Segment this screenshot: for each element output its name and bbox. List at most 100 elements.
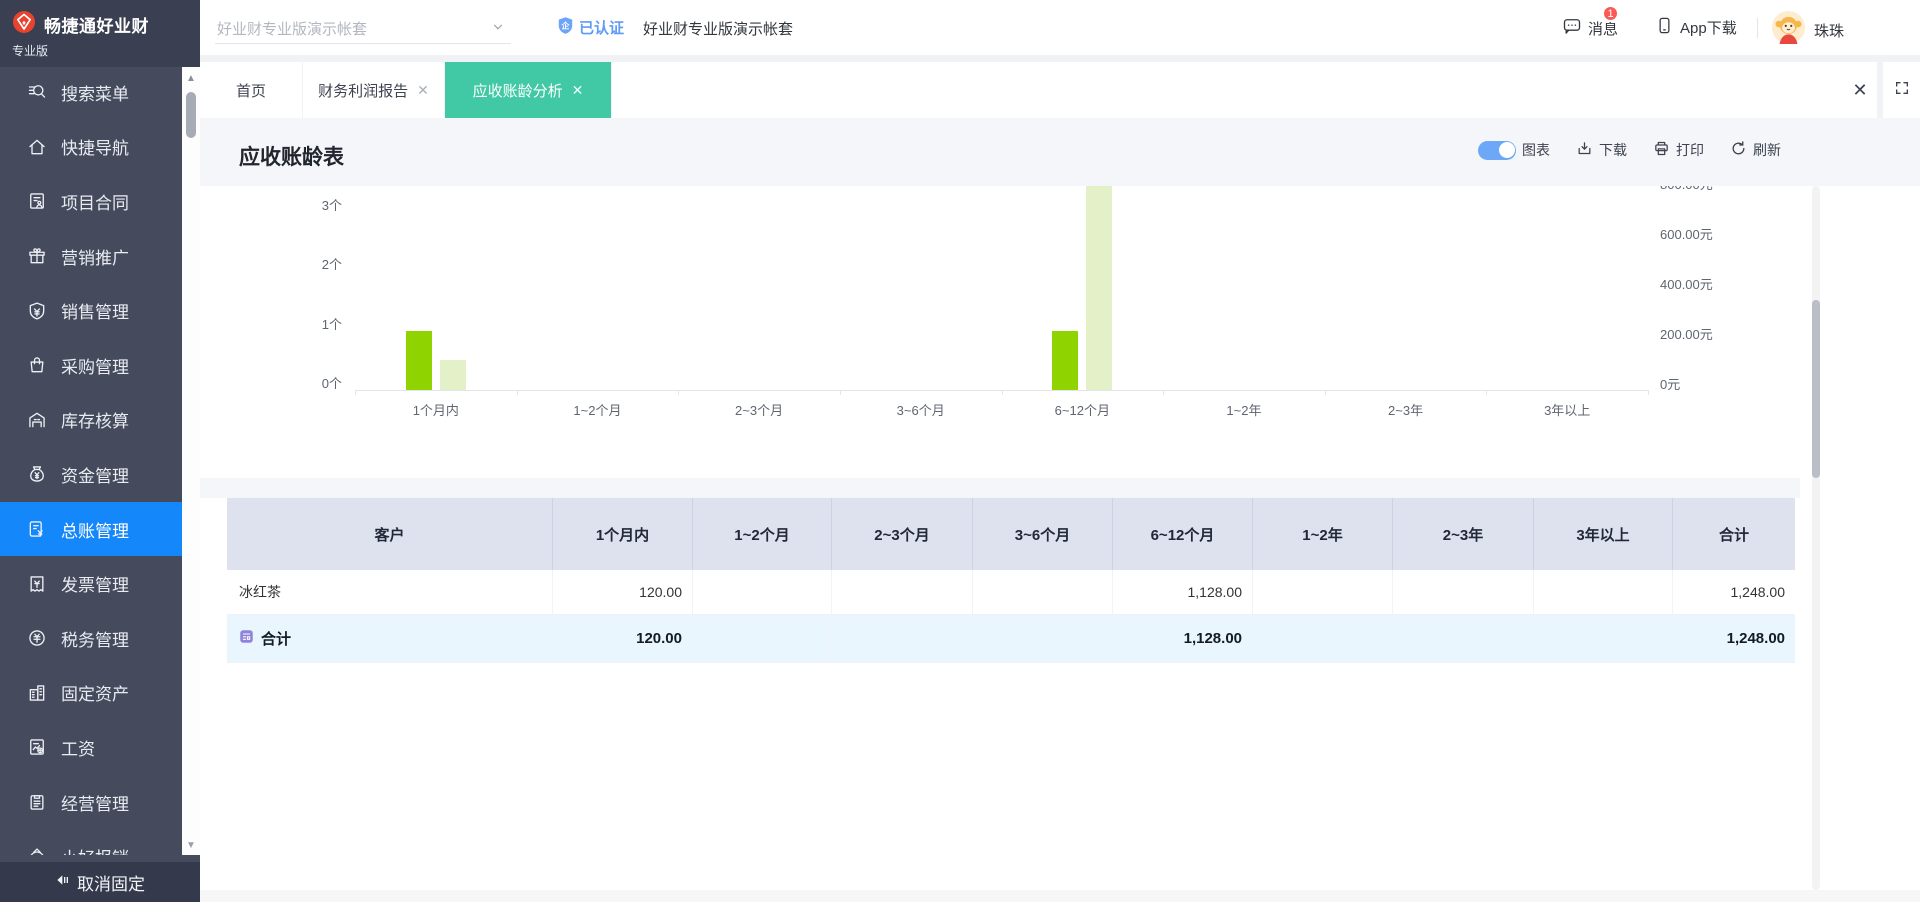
right-axis-tick-label: 0元 xyxy=(1660,377,1681,392)
phone-icon xyxy=(1655,16,1674,39)
shield-certified-icon: 企 xyxy=(556,16,575,39)
column-header-1~2个月[interactable]: 1~2个月 xyxy=(693,498,832,570)
fullscreen-icon xyxy=(1894,80,1910,101)
column-header-1~2年[interactable]: 1~2年 xyxy=(1253,498,1393,570)
sidebar-item-quick-nav[interactable]: 快捷导航 xyxy=(0,120,182,175)
amount-bar-6~12个月[interactable] xyxy=(1086,186,1113,390)
content-scrollbar-track[interactable] xyxy=(1812,186,1820,890)
sidebar-item-label: 项目合同 xyxy=(61,193,129,213)
tab-close-icon[interactable]: ✕ xyxy=(417,81,429,98)
chart-toggle-switch[interactable] xyxy=(1478,140,1516,160)
sidebar-item-tax[interactable]: 税务管理 xyxy=(0,611,182,666)
left-axis-tick-label: 0个 xyxy=(321,376,342,391)
svg-text:企: 企 xyxy=(561,21,570,31)
column-header-合计[interactable]: 合计 xyxy=(1673,498,1795,570)
sidebar-item-funds[interactable]: 资金管理 xyxy=(0,447,182,502)
sidebar-item-general-ledger[interactable]: 总账管理 xyxy=(0,501,182,557)
chart-toggle[interactable]: 图表 xyxy=(1478,140,1550,160)
x-axis-category-label: 1个月内 xyxy=(412,403,459,418)
customer-cell[interactable]: 冰红茶 xyxy=(227,570,553,615)
sidebar-item-label: 发票管理 xyxy=(61,576,129,596)
sidebar: 畅捷通好业财 专业版 ▲ 搜索菜单快捷导航项目合同营销推广销售管理采购管理 库存核… xyxy=(0,0,200,902)
column-header-2~3个月[interactable]: 2~3个月 xyxy=(832,498,973,570)
sidebar-item-label: 搜索菜单 xyxy=(61,84,129,104)
account-set-selector-value: 好业财专业版演示帐套 xyxy=(217,21,368,38)
total-value-cell: 1,128.00 xyxy=(1113,615,1253,663)
unpin-icon xyxy=(55,872,71,893)
sidebar-scrollbar-thumb[interactable] xyxy=(186,92,196,138)
total-value-cell xyxy=(1393,615,1534,663)
scroll-up-icon[interactable]: ▲ xyxy=(186,73,196,84)
tab-财务利润报告[interactable]: 财务利润报告 ✕ xyxy=(303,62,445,118)
app-download-button[interactable]: App下载 xyxy=(1655,16,1737,39)
sidebar-item-marketing[interactable]: 营销推广 xyxy=(0,229,182,284)
x-axis-tick xyxy=(1324,390,1326,395)
sales-shield-icon xyxy=(27,301,47,321)
tab-应收账龄分析[interactable]: 应收账龄分析 ✕ xyxy=(445,62,612,118)
page-title: 应收账龄表 xyxy=(239,146,344,169)
unpin-sidebar-button[interactable]: 取消固定 xyxy=(0,862,200,902)
account-set-selector[interactable]: 好业财专业版演示帐套 xyxy=(215,14,511,44)
right-axis-tick-label: 600.00元 xyxy=(1660,227,1713,242)
total-value-cell xyxy=(973,615,1113,663)
total-value-cell: 1,248.00 xyxy=(1673,615,1795,663)
print-button[interactable]: 打印 xyxy=(1653,140,1704,160)
tab-首页[interactable]: 首页 xyxy=(200,62,303,118)
x-axis-tick xyxy=(1001,390,1003,395)
x-axis-tick xyxy=(1648,390,1649,395)
content-scrollbar-thumb[interactable] xyxy=(1812,300,1820,478)
sidebar-item-label: 工资 xyxy=(61,739,95,759)
value-cell xyxy=(1393,570,1534,615)
logo-area: 畅捷通好业财 专业版 xyxy=(0,0,200,67)
column-header-1个月内[interactable]: 1个月内 xyxy=(553,498,693,570)
refresh-icon xyxy=(1730,140,1747,160)
x-axis-tick xyxy=(355,390,356,395)
sidebar-item-label: 销售管理 xyxy=(61,303,129,323)
refresh-button[interactable]: 刷新 xyxy=(1730,140,1781,160)
total-value-cell xyxy=(1534,615,1673,663)
total-value-cell xyxy=(832,615,973,663)
count-bar-1个月内[interactable] xyxy=(405,330,432,390)
refresh-label: 刷新 xyxy=(1753,142,1781,158)
sidebar-item-label: 经营管理 xyxy=(61,794,129,814)
sidebar-item-search[interactable]: 搜索菜单 xyxy=(0,65,182,120)
column-header-客户[interactable]: 客户 xyxy=(227,498,553,570)
tax-icon xyxy=(27,628,47,648)
download-button[interactable]: 下载 xyxy=(1576,140,1627,160)
sidebar-item-purchase[interactable]: 采购管理 xyxy=(0,338,182,393)
messages-button[interactable]: 消息 xyxy=(1562,16,1618,40)
sidebar-item-invoice[interactable]: 发票管理 xyxy=(0,556,182,611)
sidebar-item-label: 总账管理 xyxy=(61,521,129,541)
sidebar-item-fixed-assets[interactable]: 固定资产 xyxy=(0,666,182,721)
x-axis-category-label: 3~6个月 xyxy=(896,403,945,418)
right-axis-tick-label: 800.00元 xyxy=(1660,186,1713,193)
column-header-2~3年[interactable]: 2~3年 xyxy=(1393,498,1534,570)
user-chip[interactable]: 珠珠 xyxy=(1772,11,1844,49)
horizontal-scrollbar-track[interactable] xyxy=(200,890,1920,902)
fullscreen-button[interactable] xyxy=(1883,62,1920,118)
column-header-6~12个月[interactable]: 6~12个月 xyxy=(1113,498,1253,570)
column-header-3年以上[interactable]: 3年以上 xyxy=(1534,498,1673,570)
count-bar-6~12个月[interactable] xyxy=(1052,330,1079,390)
reimburse-icon xyxy=(27,847,47,855)
tabbar-top-strip xyxy=(200,55,1920,62)
sidebar-item-label: 小好报销 xyxy=(61,844,129,855)
aging-table: 客户 1个月内 1~2个月 2~3个月 3~6个月 6~12个月 1~2年 2~3年 3年以上合… xyxy=(227,498,1795,663)
sidebar-item-reimburse[interactable]: 小好报销 xyxy=(0,829,182,855)
sidebar-scrollbar[interactable]: ▲ xyxy=(182,67,200,855)
sidebar-item-sales[interactable]: 销售管理 xyxy=(0,283,182,338)
sidebar-item-business[interactable]: 经营管理 xyxy=(0,775,182,830)
total-value-cell: 120.00 xyxy=(553,615,693,663)
amount-bar-1个月内[interactable] xyxy=(439,360,466,390)
sidebar-item-salary[interactable]: 工资 xyxy=(0,720,182,775)
sidebar-item-project-contract[interactable]: 项目合同 xyxy=(0,174,182,229)
tab-close-icon[interactable]: ✕ xyxy=(571,81,584,98)
sidebar-item-label: 快捷导航 xyxy=(61,139,129,159)
column-header-3~6个月[interactable]: 3~6个月 xyxy=(973,498,1113,570)
close-all-tabs-button[interactable]: ✕ xyxy=(1843,62,1877,118)
scroll-down-icon[interactable]: ▼ xyxy=(186,840,196,851)
value-cell: 120.00 xyxy=(553,570,693,615)
sidebar-item-inventory[interactable]: 库存核算 xyxy=(0,393,182,448)
printer-icon xyxy=(1653,140,1670,160)
